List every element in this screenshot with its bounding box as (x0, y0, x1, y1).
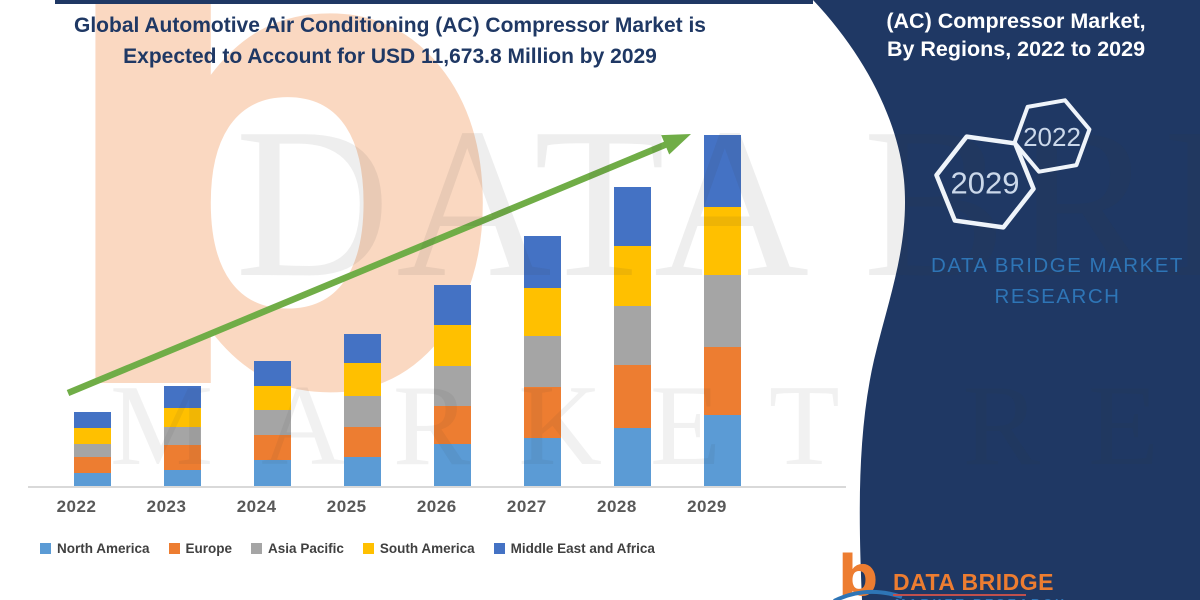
legend-item-asia-pacific: Asia Pacific (251, 541, 344, 556)
x-axis-label-2029: 2029 (687, 497, 727, 516)
bar-segment-2024-europe (254, 434, 292, 461)
legend-swatch-icon (251, 543, 263, 554)
arrow-head-icon (661, 134, 691, 155)
bar-segment-2028-north-america (614, 428, 652, 487)
bar-segment-2025-middle-east-and-africa (344, 334, 382, 363)
bar-segment-2027-north-america (524, 438, 562, 487)
bar-segment-2022-asia-pacific (74, 443, 111, 458)
bar-segment-2024-north-america (254, 460, 292, 487)
legend-item-middle-east-and-africa: Middle East and Africa (493, 541, 655, 556)
bar-segment-2023-south-america (164, 407, 202, 428)
legend-label: South America (379, 541, 475, 556)
legend-swatch-icon (40, 543, 51, 554)
bar-segment-2026-south-america (434, 325, 472, 366)
legend-swatch-icon (168, 543, 180, 554)
bar-segment-2028-asia-pacific (614, 305, 652, 366)
x-axis-label-2023: 2023 (146, 497, 187, 516)
bar-segment-2028-europe (614, 365, 652, 429)
chart-title-line1: Global Automotive Air Conditioning (AC) … (74, 14, 706, 37)
bar-segment-2026-middle-east-and-africa (434, 284, 472, 326)
hexagon-2022-label: 2022 (1023, 122, 1081, 152)
x-axis-line (28, 486, 846, 488)
legend-item-south-america: South America (362, 541, 475, 556)
legend-label: North America (57, 541, 150, 556)
footer-logo-brand: DATA BRIDGE (893, 569, 1054, 595)
bar-segment-2024-asia-pacific (254, 410, 292, 435)
bar-segment-2022-south-america (74, 427, 111, 444)
legend-swatch-icon (493, 543, 505, 554)
bar-segment-2026-asia-pacific (434, 365, 472, 406)
bar-segment-2024-middle-east-and-africa (254, 361, 292, 387)
x-axis-label-2022: 2022 (56, 497, 97, 516)
bar-segment-2028-south-america (614, 246, 652, 306)
bar-segment-2024-south-america (254, 386, 292, 411)
chart-legend: North America Europe Asia Pacific South Ame… (40, 541, 655, 556)
bar-segment-2026-europe (434, 405, 472, 444)
band-brand-line1: DATA BRIDGE MARKET (931, 254, 1184, 277)
legend-swatch-icon (362, 543, 374, 554)
bar-segment-2029-middle-east-and-africa (704, 134, 742, 207)
footer-logo-underline (893, 594, 1026, 596)
band-heading-line2: By Regions, 2022 to 2029 (886, 37, 1146, 61)
bar-segment-2025-asia-pacific (344, 396, 382, 427)
x-axis-label-2026: 2026 (416, 497, 457, 516)
bar-segment-2029-europe (704, 347, 742, 416)
bar-segment-2029-south-america (704, 206, 742, 275)
hexagon-2022 (1012, 98, 1092, 174)
legend-label: Middle East and Africa (510, 541, 655, 556)
top-border-strip (55, 0, 813, 4)
bar-segment-2027-europe (524, 387, 562, 439)
bar-segment-2026-north-america (434, 443, 472, 487)
bar-segment-2023-asia-pacific (164, 427, 202, 446)
legend-label: Asia Pacific (268, 541, 344, 556)
x-axis-label-2028: 2028 (596, 497, 637, 516)
bar-segment-2022-north-america (74, 473, 111, 487)
hexagon-2029-label: 2029 (951, 166, 1020, 201)
bar-segment-2023-north-america (164, 469, 202, 487)
hexagon-2029 (934, 134, 1036, 230)
bar-segment-2029-north-america (704, 415, 742, 487)
band-heading-line1: (AC) Compressor Market, (886, 9, 1146, 33)
legend-item-north-america: North America (40, 541, 150, 556)
band-heading: (AC) Compressor Market, By Regions, 2022… (872, 7, 1160, 63)
bar-segment-2025-south-america (344, 362, 382, 397)
bar-segment-2022-europe (74, 457, 111, 474)
bar-segment-2023-europe (164, 445, 202, 470)
legend-label: Europe (185, 541, 233, 556)
footer-logo-b-icon: b (838, 544, 879, 600)
bar-segment-2023-middle-east-and-africa (164, 386, 202, 408)
x-axis-label-2024: 2024 (236, 497, 277, 516)
legend-item-europe: Europe (168, 541, 233, 556)
bar-segment-2027-south-america (524, 287, 562, 337)
bar-segment-2027-asia-pacific (524, 336, 562, 388)
bar-segment-2027-middle-east-and-africa (524, 235, 562, 288)
bar-segment-2028-middle-east-and-africa (614, 186, 652, 247)
bar-segment-2022-middle-east-and-africa (74, 411, 111, 428)
bar-segment-2025-north-america (344, 457, 382, 487)
bar-segment-2029-asia-pacific (704, 274, 742, 348)
band-brand-line2: RESEARCH (994, 285, 1121, 308)
chart-title-line2: Expected to Account for USD 11,673.8 Mil… (123, 45, 657, 68)
band-brand: DATA BRIDGE MARKET RESEARCH (900, 250, 1200, 312)
chart-title: Global Automotive Air Conditioning (AC) … (30, 10, 750, 72)
bar-segment-2025-europe (344, 426, 382, 457)
x-axis-label-2025: 2025 (326, 497, 367, 516)
x-axis-label-2027: 2027 (506, 497, 547, 516)
